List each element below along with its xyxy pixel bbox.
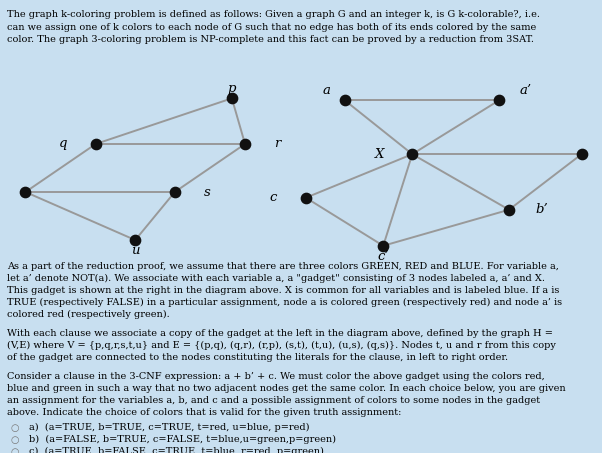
Text: ○: ○ (11, 423, 19, 433)
Text: b)  (a=FALSE, b=TRUE, c=FALSE, t=blue,u=green,p=green): b) (a=FALSE, b=TRUE, c=FALSE, t=blue,u=g… (29, 435, 336, 444)
Text: c’: c’ (377, 250, 389, 263)
Point (131, 236, 140, 244)
Text: colored red (respectively green).: colored red (respectively green). (7, 310, 170, 319)
Point (340, 96, 349, 104)
Text: an assignment for the variables a, b, and c and a possible assignment of colors : an assignment for the variables a, b, an… (7, 396, 541, 405)
Text: b’: b’ (535, 203, 548, 216)
Text: p: p (228, 82, 236, 95)
Text: a’: a’ (520, 84, 532, 97)
Text: Consider a clause in the 3-CNF expression: a + b’ + c. We must color the above g: Consider a clause in the 3-CNF expressio… (7, 372, 545, 381)
Text: of the gadget are connected to the nodes constituting the literals for the claus: of the gadget are connected to the nodes… (7, 353, 508, 362)
Text: ○: ○ (11, 447, 19, 453)
Text: s: s (204, 186, 211, 198)
Text: c: c (270, 191, 277, 204)
Text: a: a (323, 84, 330, 97)
Text: a)  (a=TRUE, b=TRUE, c=TRUE, t=red, u=blue, p=red): a) (a=TRUE, b=TRUE, c=TRUE, t=red, u=blu… (29, 423, 309, 433)
Text: r: r (275, 137, 281, 150)
Text: TRUE (respectively FALSE) in a particular assignment, node a is colored green (r: TRUE (respectively FALSE) in a particula… (7, 298, 562, 307)
Point (91, 140, 101, 148)
Text: c)  (a=TRUE, b=FALSE, c=TRUE, t=blue, r=red, p=green): c) (a=TRUE, b=FALSE, c=TRUE, t=blue, r=r… (29, 447, 324, 453)
Point (227, 95, 237, 102)
Point (494, 96, 504, 104)
Point (20, 188, 30, 196)
Text: ○: ○ (11, 435, 19, 445)
Text: let a’ denote NOT(a). We associate with each variable a, a "gadget" consisting o: let a’ denote NOT(a). We associate with … (7, 274, 545, 283)
Text: u: u (131, 244, 140, 257)
Text: (V,E) where V = {p,q,r,s,t,u} and E = {(p,q), (q,r), (r,p), (s,t), (t,u), (u,s),: (V,E) where V = {p,q,r,s,t,u} and E = {(… (7, 341, 556, 350)
Text: The graph k-coloring problem is defined as follows: Given a graph G and an integ: The graph k-coloring problem is defined … (7, 10, 540, 19)
Point (577, 150, 586, 158)
Point (240, 140, 250, 148)
Text: can we assign one of k colors to each node of G such that no edge has both of it: can we assign one of k colors to each no… (7, 23, 536, 32)
Point (379, 242, 388, 250)
Point (504, 206, 514, 213)
Text: X: X (375, 148, 384, 161)
Text: As a part of the reduction proof, we assume that there are three colors GREEN, R: As a part of the reduction proof, we ass… (7, 262, 559, 271)
Text: above. Indicate the choice of colors that is valid for the given truth assignmen: above. Indicate the choice of colors tha… (7, 409, 402, 417)
Point (301, 194, 311, 201)
Text: color. The graph 3-coloring problem is NP-complete and this fact can be proved b: color. The graph 3-coloring problem is N… (7, 35, 534, 44)
Text: q: q (59, 137, 67, 150)
Text: With each clause we associate a copy of the gadget at the left in the diagram ab: With each clause we associate a copy of … (7, 329, 553, 338)
Point (170, 188, 179, 196)
Point (408, 150, 417, 158)
Text: blue and green in such a way that no two adjacent nodes get the same color. In e: blue and green in such a way that no two… (7, 385, 566, 393)
Text: This gadget is shown at the right in the diagram above. X is common for all vari: This gadget is shown at the right in the… (7, 286, 560, 295)
